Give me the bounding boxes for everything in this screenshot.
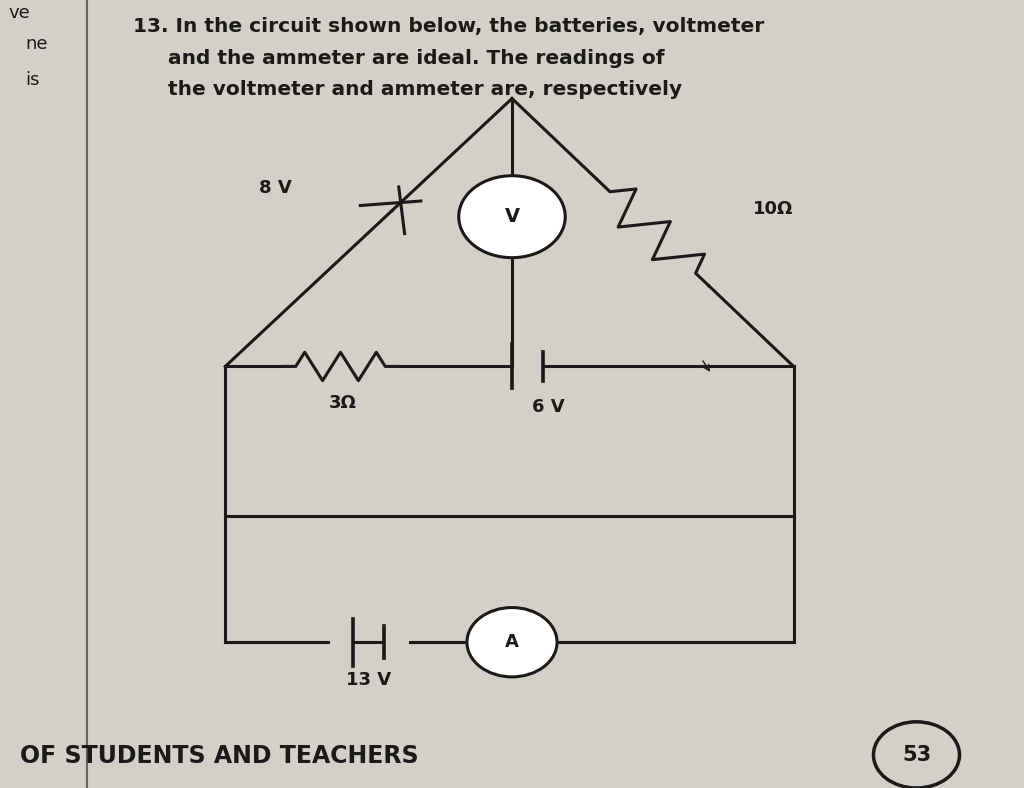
Text: 13. In the circuit shown below, the batteries, voltmeter: 13. In the circuit shown below, the batt… [133,17,764,36]
Text: ne: ne [26,35,48,54]
Text: 6 V: 6 V [532,398,565,416]
Text: ve: ve [8,4,30,22]
Text: 13 V: 13 V [346,671,391,690]
Text: OF STUDENTS AND TEACHERS: OF STUDENTS AND TEACHERS [20,745,419,768]
Circle shape [467,608,557,677]
Text: A: A [505,634,519,651]
Text: 3Ω: 3Ω [329,394,357,412]
Text: is: is [26,71,40,89]
Text: and the ammeter are ideal. The readings of: and the ammeter are ideal. The readings … [133,49,665,68]
Circle shape [459,176,565,258]
Text: the voltmeter and ammeter are, respectively: the voltmeter and ammeter are, respectiv… [133,80,682,99]
Text: 8 V: 8 V [259,179,292,196]
Text: 10Ω: 10Ω [753,200,793,217]
Text: 53: 53 [902,745,931,765]
Text: V: V [505,207,519,226]
